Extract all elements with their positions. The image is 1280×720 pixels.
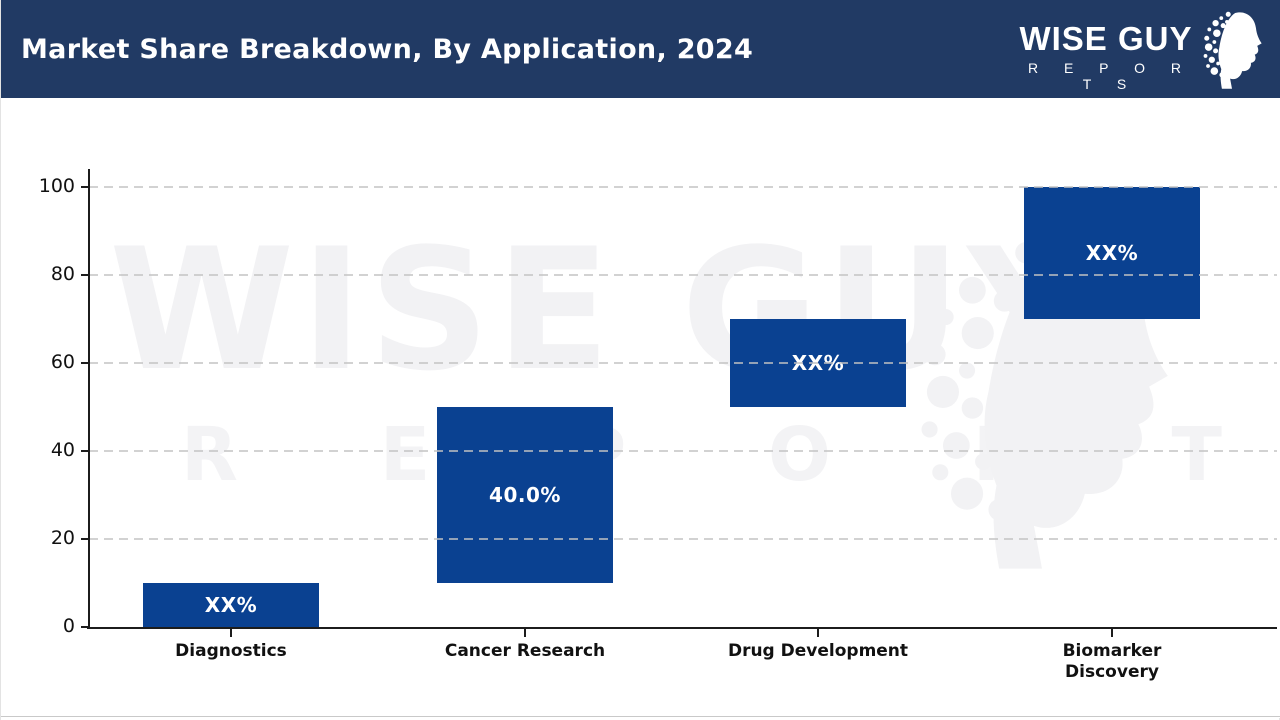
- gridline-40: [89, 450, 1277, 452]
- y-tick-label: 40: [50, 439, 75, 461]
- bar-value-label: XX%: [204, 593, 258, 617]
- y-tick-60: [81, 362, 88, 364]
- y-tick-label: 60: [50, 351, 75, 373]
- bar-biomarker-discovery[interactable]: XX%: [1024, 187, 1200, 319]
- gridline-100: [89, 186, 1277, 188]
- bar-diagnostics[interactable]: XX%: [143, 583, 319, 627]
- bar-value-label: XX%: [1085, 241, 1139, 265]
- bar-cancer-research[interactable]: 40.0%: [437, 407, 613, 583]
- wise-guy-logo: WISE GUY R E P O R T S: [1017, 8, 1267, 92]
- header-bar: Market Share Breakdown, By Application, …: [1, 0, 1280, 98]
- y-tick-label: 20: [50, 527, 75, 549]
- y-tick-0: [81, 626, 88, 628]
- x-tick: [817, 629, 819, 637]
- gridline-60: [89, 362, 1277, 364]
- x-category-label: Biomarker Discovery: [1062, 641, 1162, 683]
- logo-name: WISE GUY: [1019, 20, 1193, 57]
- waterfall-chart: WISE GUY R E P O R T S XX%40.0%XX%XX%020…: [1, 98, 1280, 718]
- bottom-divider: [1, 716, 1280, 717]
- y-axis-line: [88, 169, 90, 629]
- x-category-label: Diagnostics: [175, 641, 287, 661]
- y-tick-80: [81, 274, 88, 276]
- bar-value-label: 40.0%: [489, 483, 561, 507]
- x-tick: [1111, 629, 1113, 637]
- x-axis-line: [87, 627, 1277, 629]
- y-tick-label: 80: [50, 263, 75, 285]
- y-tick-40: [81, 450, 88, 452]
- y-tick-label: 0: [62, 615, 75, 637]
- page-title: Market Share Breakdown, By Application, …: [21, 33, 754, 65]
- x-tick: [230, 629, 232, 637]
- watermark-subtitle: R E P O R T S: [181, 412, 1280, 498]
- x-tick: [524, 629, 526, 637]
- gridline-20: [89, 538, 1277, 540]
- y-tick-label: 100: [38, 175, 75, 197]
- wiseguy-face-icon: [1203, 11, 1262, 89]
- y-tick-20: [81, 538, 88, 540]
- x-category-label: Cancer Research: [444, 641, 606, 661]
- logo-subtitle: R E P O R T S: [1027, 59, 1193, 92]
- x-category-label: Drug Development: [727, 641, 909, 661]
- logo-text: WISE GUY R E P O R T S: [1017, 20, 1195, 92]
- y-tick-100: [81, 186, 88, 188]
- gridline-80: [89, 274, 1277, 276]
